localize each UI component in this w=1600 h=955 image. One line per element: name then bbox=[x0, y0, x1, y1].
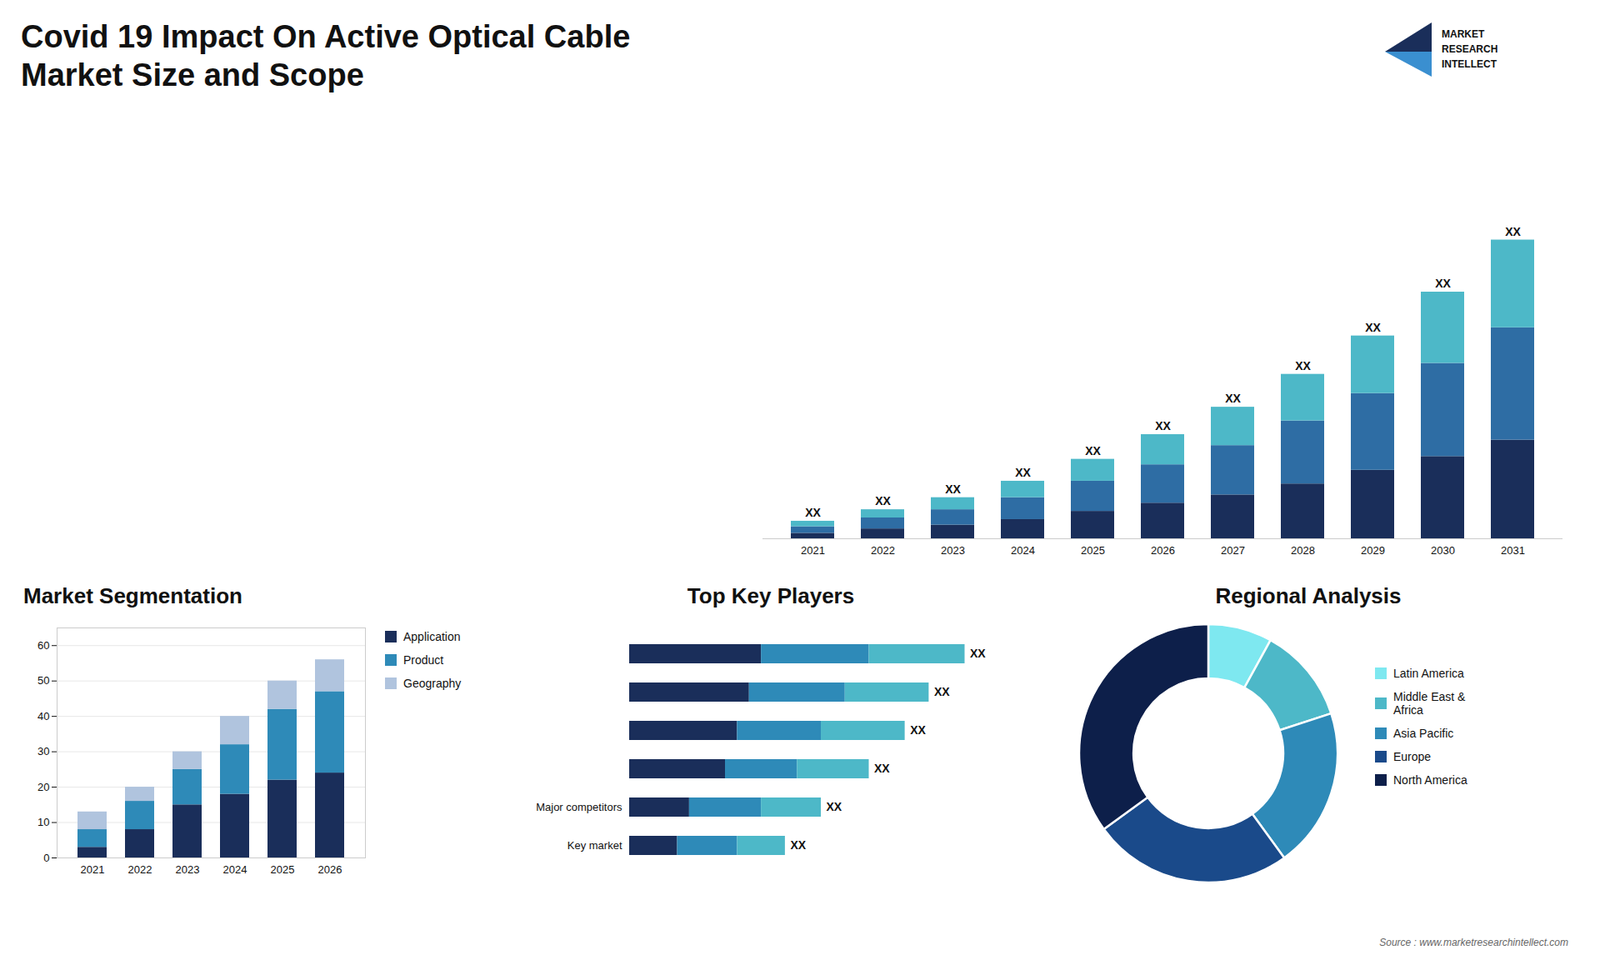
html-text:Middle East & Africa: Middle East & Africa bbox=[1393, 690, 1466, 717]
svg-text:2027: 2027 bbox=[1220, 544, 1245, 557]
svg-text:30: 30 bbox=[37, 745, 50, 758]
svg-text:2025: 2025 bbox=[1080, 544, 1105, 557]
svg-text:2021: 2021 bbox=[800, 544, 825, 557]
svg-text:2022: 2022 bbox=[870, 544, 895, 557]
html-text:North America: North America bbox=[1393, 773, 1468, 787]
html-text:Geography: Geography bbox=[403, 676, 462, 690]
svg-text:XX: XX bbox=[826, 800, 843, 814]
svg-text:2024: 2024 bbox=[223, 863, 248, 876]
svg-text:2023: 2023 bbox=[940, 544, 965, 557]
svg-text:XX: XX bbox=[805, 505, 821, 520]
svg-text:XX: XX bbox=[1295, 359, 1311, 373]
svg-text:2022: 2022 bbox=[128, 863, 153, 876]
html-text:MARKET: MARKET bbox=[1441, 28, 1485, 40]
svg-text:2026: 2026 bbox=[318, 863, 343, 876]
html-text:Covid 19 Impact On Active Opti: Covid 19 Impact On Active Optical Cable … bbox=[20, 19, 631, 93]
html-text:RESEARCH: RESEARCH bbox=[1441, 43, 1498, 55]
svg-text:XX: XX bbox=[1085, 444, 1101, 458]
html-text:Regional Analysis: Regional Analysis bbox=[1215, 583, 1402, 609]
svg-text:2024: 2024 bbox=[1010, 544, 1035, 557]
svg-text:2029: 2029 bbox=[1360, 544, 1385, 557]
html-text:Application: Application bbox=[403, 630, 461, 644]
svg-text:2025: 2025 bbox=[270, 863, 295, 876]
svg-text:XX: XX bbox=[1435, 276, 1451, 290]
svg-text:2023: 2023 bbox=[175, 863, 200, 876]
svg-text:XX: XX bbox=[970, 646, 986, 660]
svg-text:2030: 2030 bbox=[1430, 544, 1455, 557]
svg-text:Major competitors: Major competitors bbox=[535, 800, 623, 814]
html-text:Latin America: Latin America bbox=[1393, 666, 1464, 680]
svg-text:2031: 2031 bbox=[1500, 544, 1525, 557]
html-text:Source : www.marketresearchint: Source : www.marketresearchintellect.com bbox=[1379, 936, 1569, 949]
svg-text:XX: XX bbox=[945, 482, 961, 496]
html-text:Europe: Europe bbox=[1393, 750, 1431, 764]
svg-text:XX: XX bbox=[1225, 391, 1241, 405]
svg-text:0: 0 bbox=[43, 851, 50, 865]
svg-text:20: 20 bbox=[37, 780, 50, 794]
svg-text:40: 40 bbox=[37, 710, 50, 723]
html-text:Asia Pacific: Asia Pacific bbox=[1393, 726, 1454, 740]
svg-text:2026: 2026 bbox=[1150, 544, 1175, 557]
svg-text:10: 10 bbox=[37, 815, 50, 829]
html-text:Market Segmentation: Market Segmentation bbox=[23, 583, 243, 609]
svg-text:XX: XX bbox=[874, 761, 890, 775]
svg-text:XX: XX bbox=[790, 838, 806, 852]
svg-text:XX: XX bbox=[1155, 419, 1171, 433]
svg-text:50: 50 bbox=[37, 674, 50, 687]
svg-text:Key market: Key market bbox=[567, 839, 623, 852]
html-text:Product: Product bbox=[403, 653, 444, 667]
svg-text:2021: 2021 bbox=[80, 863, 105, 876]
svg-text:XX: XX bbox=[875, 494, 891, 508]
html-text:Top Key Players: Top Key Players bbox=[687, 583, 855, 609]
svg-text:XX: XX bbox=[1015, 465, 1031, 480]
svg-text:XX: XX bbox=[1365, 320, 1381, 335]
html-text:INTELLECT: INTELLECT bbox=[1441, 58, 1497, 70]
svg-text:2028: 2028 bbox=[1290, 544, 1315, 557]
svg-text:XX: XX bbox=[934, 685, 950, 699]
svg-text:60: 60 bbox=[37, 639, 50, 652]
svg-text:XX: XX bbox=[1505, 225, 1521, 239]
svg-text:XX: XX bbox=[910, 723, 926, 737]
